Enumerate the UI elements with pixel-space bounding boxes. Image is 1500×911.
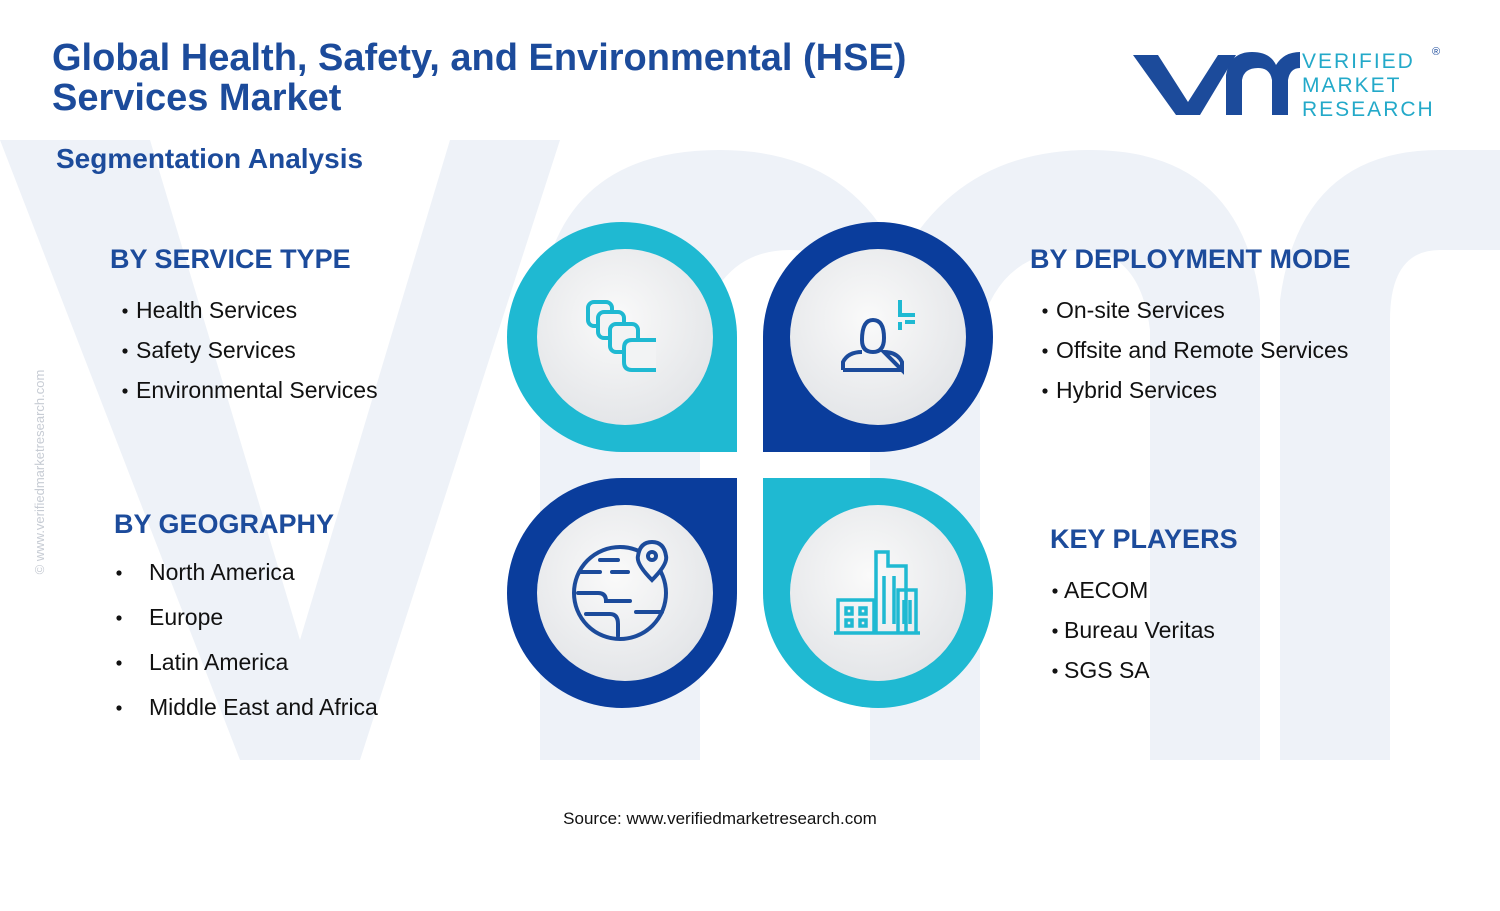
bullet xyxy=(116,615,122,621)
bullet xyxy=(1052,668,1058,674)
list-item: AECOM xyxy=(1064,577,1148,603)
bullet xyxy=(122,308,128,314)
section-heading: KEY PLAYERS xyxy=(1050,524,1238,554)
icon-buildings xyxy=(834,550,920,635)
title-line: Services Market xyxy=(52,77,342,119)
bullet xyxy=(1042,388,1048,394)
source: Source: www.verifiedmarketresearch.com xyxy=(563,809,877,828)
section-heading: BY SERVICE TYPE xyxy=(110,244,351,274)
bullet xyxy=(1042,348,1048,354)
bullet xyxy=(122,348,128,354)
side-watermark: © www.verifiedmarketresearch.com xyxy=(32,370,47,575)
bullet xyxy=(1052,628,1058,634)
list-item: Safety Services xyxy=(136,337,296,363)
inner-circle xyxy=(790,505,966,681)
background-watermark xyxy=(0,140,1500,760)
list-item: Hybrid Services xyxy=(1056,377,1217,403)
list-item: Bureau Veritas xyxy=(1064,617,1215,643)
section-heading: BY DEPLOYMENT MODE xyxy=(1030,244,1351,274)
logo-text: VERIFIED xyxy=(1302,50,1415,73)
logo-text: MARKET xyxy=(1302,74,1402,97)
bullet xyxy=(1052,588,1058,594)
list-item: Middle East and Africa xyxy=(149,694,378,720)
list-item: Environmental Services xyxy=(136,377,378,403)
bullet xyxy=(116,570,122,576)
icon-globe xyxy=(572,539,669,641)
inner-circle xyxy=(537,505,713,681)
list-item: On-site Services xyxy=(1056,297,1225,323)
bullet xyxy=(1042,308,1048,314)
icon-layers xyxy=(586,300,656,372)
list-item: Offsite and Remote Services xyxy=(1056,337,1348,363)
title-line: Global Health, Safety, and Environmental… xyxy=(52,37,906,79)
logo: VERIFIED MARKET RESEARCH ® xyxy=(1133,46,1440,121)
subtitle: Segmentation Analysis xyxy=(56,143,363,174)
logo-text: RESEARCH xyxy=(1302,98,1435,121)
inner-circle xyxy=(790,249,966,425)
list-item: North America xyxy=(149,559,295,585)
bullet xyxy=(116,660,122,666)
list-item: Latin America xyxy=(149,649,289,675)
list-item: Health Services xyxy=(136,297,297,323)
logo-registered: ® xyxy=(1432,46,1440,58)
icon-person xyxy=(841,300,915,375)
list-item: SGS SA xyxy=(1064,657,1150,683)
bullet xyxy=(116,705,122,711)
section-heading: BY GEOGRAPHY xyxy=(114,509,334,539)
logo-mark xyxy=(1226,52,1300,115)
bullet xyxy=(122,388,128,394)
logo-mark xyxy=(1133,55,1236,115)
list-item: Europe xyxy=(149,604,223,630)
